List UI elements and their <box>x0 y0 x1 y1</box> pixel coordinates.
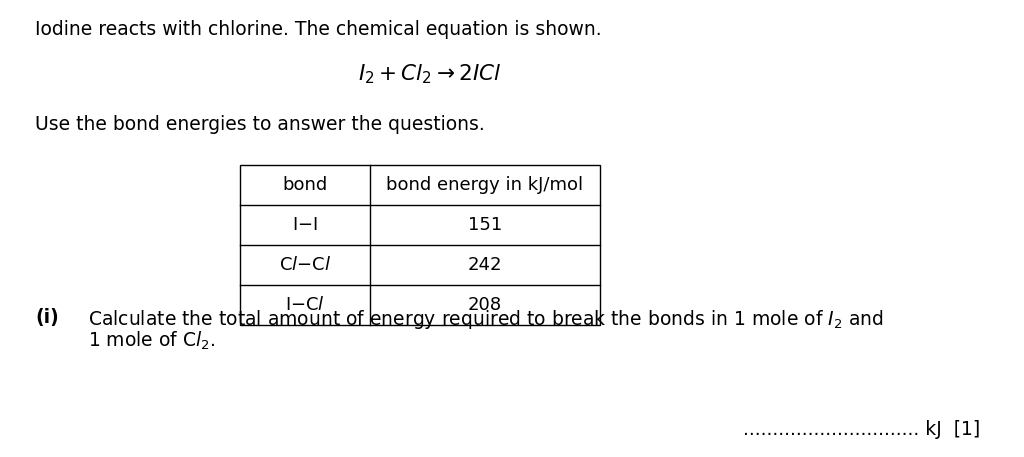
Bar <box>240 165 600 325</box>
Text: 242: 242 <box>468 256 502 274</box>
Text: Iodine reacts with chlorine. The chemical equation is shown.: Iodine reacts with chlorine. The chemica… <box>35 20 602 39</box>
Text: $\mathit{I}_2 + \mathit{Cl}_2 \rightarrow \mathrm{2}\mathit{ICl}$: $\mathit{I}_2 + \mathit{Cl}_2 \rightarro… <box>358 62 502 85</box>
Text: (i): (i) <box>35 308 58 327</box>
Text: $\mathrm{C}\mathit{l}$$-$$\mathrm{C}\mathit{l}$: $\mathrm{C}\mathit{l}$$-$$\mathrm{C}\mat… <box>279 256 331 274</box>
Text: 1 mole of $\mathrm{C}\mathit{l}_2$.: 1 mole of $\mathrm{C}\mathit{l}_2$. <box>88 330 215 352</box>
Text: $\mathrm{I}$$-$$\mathrm{C}\mathit{l}$: $\mathrm{I}$$-$$\mathrm{C}\mathit{l}$ <box>285 296 325 314</box>
Text: 151: 151 <box>468 216 502 234</box>
Text: 208: 208 <box>468 296 502 314</box>
Text: .............................. kJ  [1]: .............................. kJ [1] <box>742 420 980 439</box>
Text: Calculate the total amount of energy required to break the bonds in 1 mole of $\: Calculate the total amount of energy req… <box>88 308 884 331</box>
Text: bond energy in kJ/mol: bond energy in kJ/mol <box>386 176 584 194</box>
Text: bond: bond <box>283 176 328 194</box>
Text: Use the bond energies to answer the questions.: Use the bond energies to answer the ques… <box>35 115 484 134</box>
Text: $\mathrm{I}$$-$$\mathrm{I}$: $\mathrm{I}$$-$$\mathrm{I}$ <box>292 216 317 234</box>
